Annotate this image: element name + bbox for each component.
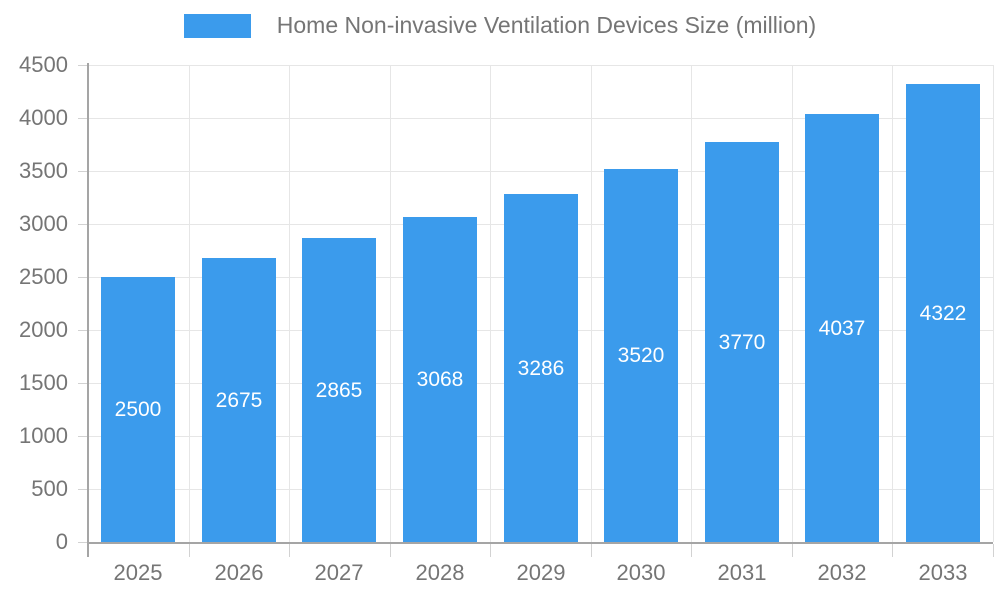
bar-value-label: 4322 bbox=[919, 301, 967, 325]
bar-value-label: 3520 bbox=[617, 344, 665, 367]
bar-value-label: 3286 bbox=[517, 356, 565, 380]
y-axis-label: 1500 bbox=[19, 370, 68, 395]
x-axis-tick bbox=[490, 544, 491, 557]
x-axis-tick bbox=[289, 544, 290, 557]
bar: 3520 bbox=[604, 169, 678, 542]
y-axis-tick bbox=[78, 118, 88, 119]
x-axis-label: 2026 bbox=[214, 560, 264, 585]
y-axis-label: 0 bbox=[55, 529, 68, 554]
y-axis-tick bbox=[78, 277, 88, 278]
bar-value-label: 3068 bbox=[416, 368, 464, 391]
y-axis-label: 3000 bbox=[19, 211, 68, 236]
v-gridline bbox=[390, 65, 391, 542]
bar-value-label: 4037 bbox=[818, 316, 866, 340]
h-gridline bbox=[88, 118, 993, 119]
x-axis-tick bbox=[691, 544, 692, 557]
bar-value-label: 2675 bbox=[215, 388, 263, 412]
x-axis-tick bbox=[189, 544, 190, 557]
bar: 2500 bbox=[101, 277, 175, 542]
x-axis-label: 2025 bbox=[113, 560, 163, 585]
h-gridline bbox=[88, 65, 993, 66]
x-axis-label: 2032 bbox=[817, 560, 867, 585]
bar-value-label: 3770 bbox=[718, 330, 766, 354]
bar: 3286 bbox=[504, 194, 578, 542]
bar-value-label: 2865 bbox=[315, 378, 363, 402]
legend-swatch[interactable] bbox=[183, 13, 251, 38]
x-axis-tick bbox=[591, 544, 592, 557]
bar: 3770 bbox=[705, 142, 779, 542]
x-axis-line bbox=[88, 542, 993, 544]
x-axis-tick bbox=[892, 544, 893, 557]
v-gridline bbox=[289, 65, 290, 542]
v-gridline bbox=[691, 65, 692, 542]
y-axis-label: 500 bbox=[31, 476, 68, 501]
y-axis-label: 3500 bbox=[19, 158, 68, 183]
y-axis-tick bbox=[78, 171, 88, 172]
y-axis-label: 4500 bbox=[19, 52, 68, 77]
v-gridline bbox=[792, 65, 793, 542]
bar-value-label: 2500 bbox=[114, 398, 162, 421]
bar: 4037 bbox=[805, 114, 879, 542]
y-axis-label: 4000 bbox=[19, 105, 68, 130]
y-axis-tick bbox=[78, 436, 88, 437]
x-axis-tick bbox=[792, 544, 793, 557]
x-axis-label: 2033 bbox=[918, 560, 968, 585]
y-axis-tick bbox=[78, 330, 88, 331]
y-axis-tick bbox=[78, 383, 88, 384]
bar: 2865 bbox=[302, 238, 376, 542]
x-axis-tick bbox=[993, 544, 994, 557]
x-axis-tick bbox=[390, 544, 391, 557]
bar: 4322 bbox=[906, 84, 980, 542]
chart-legend: Home Non-invasive Ventilation Devices Si… bbox=[0, 12, 1000, 39]
y-axis-label: 1000 bbox=[19, 423, 68, 448]
v-gridline bbox=[189, 65, 190, 542]
x-axis-label: 2027 bbox=[314, 560, 364, 585]
y-axis-tick bbox=[78, 224, 88, 225]
y-axis-tick bbox=[78, 542, 88, 543]
h-gridline bbox=[88, 171, 993, 172]
x-axis-label: 2031 bbox=[717, 560, 767, 585]
x-axis-label: 2029 bbox=[516, 560, 566, 585]
y-axis-tick bbox=[78, 489, 88, 490]
v-gridline bbox=[993, 65, 994, 542]
y-axis-label: 2000 bbox=[19, 317, 68, 342]
chart-title: Home Non-invasive Ventilation Devices Si… bbox=[276, 12, 817, 38]
v-gridline bbox=[591, 65, 592, 542]
y-axis-label: 2500 bbox=[19, 264, 68, 289]
bar: 3068 bbox=[403, 217, 477, 542]
x-axis-label: 2028 bbox=[415, 560, 465, 585]
y-axis-line bbox=[87, 63, 89, 557]
x-axis-label: 2030 bbox=[616, 560, 666, 585]
y-axis-tick bbox=[78, 65, 88, 66]
v-gridline bbox=[892, 65, 893, 542]
bar: 2675 bbox=[202, 258, 276, 542]
v-gridline bbox=[490, 65, 491, 542]
